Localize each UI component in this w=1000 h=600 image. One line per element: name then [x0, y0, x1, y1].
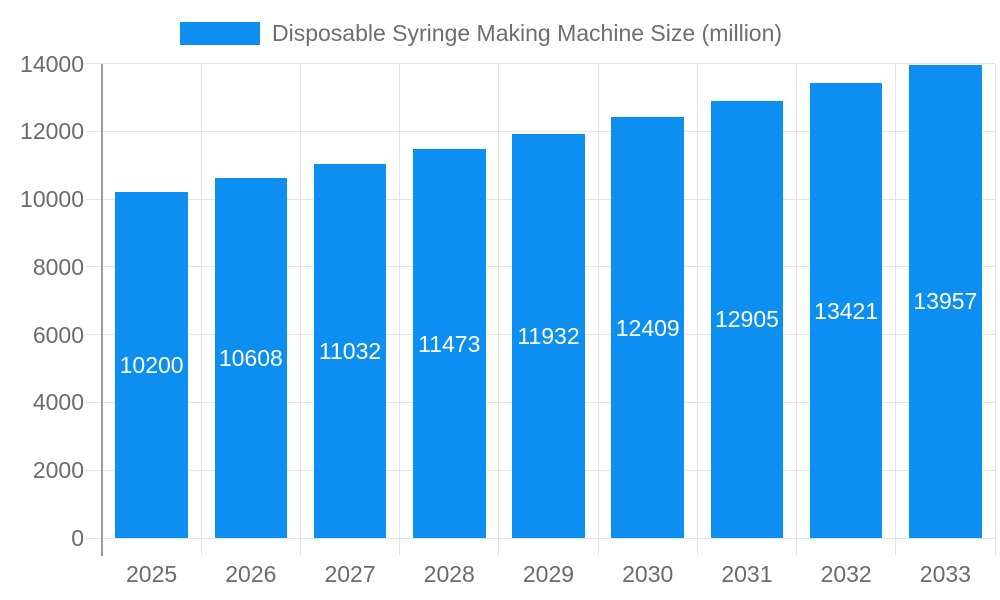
- grid-line-vertical: [994, 63, 996, 555]
- x-axis-tick-label: 2025: [126, 561, 178, 587]
- grid-line-vertical: [200, 63, 202, 555]
- bar-value-label: 13957: [913, 288, 978, 315]
- y-axis-tick-label: 14000: [20, 50, 84, 77]
- bar-value-label: 12905: [714, 306, 779, 333]
- grid-line-horizontal: [86, 63, 995, 64]
- bar[interactable]: [115, 192, 188, 538]
- x-axis-tick-label: 2030: [622, 561, 674, 587]
- x-axis-tick-label: 2033: [919, 561, 971, 587]
- grid-line-vertical: [895, 63, 897, 555]
- x-axis-tick-label: 2028: [423, 561, 475, 587]
- x-axis-tick-label: 2031: [721, 561, 773, 587]
- grid-line-vertical: [597, 63, 599, 555]
- y-axis-tick-label: 0: [71, 525, 84, 551]
- legend-label: Disposable Syringe Making Machine Size (…: [272, 20, 783, 46]
- legend[interactable]: Disposable Syringe Making Machine Size (…: [180, 20, 782, 47]
- bar[interactable]: [214, 178, 288, 538]
- bar-value-label: 11032: [318, 338, 382, 365]
- y-axis-tick-label: 4000: [32, 389, 84, 416]
- grid-line-vertical: [399, 63, 401, 555]
- bar[interactable]: [909, 64, 982, 538]
- bar-value-label: 12409: [615, 314, 680, 341]
- y-axis-tick-label: 10000: [20, 186, 84, 213]
- y-axis-tick-label: 6000: [32, 321, 84, 348]
- bar[interactable]: [710, 100, 784, 538]
- bar-value-label: 10608: [218, 345, 283, 372]
- y-axis-tick-label: 2000: [32, 457, 84, 484]
- grid-line-vertical: [498, 63, 500, 555]
- bar-value-label: 11932: [517, 322, 580, 349]
- bar[interactable]: [512, 133, 585, 538]
- bar-value-label: 13421: [814, 297, 879, 324]
- bar-value-label: 11473: [418, 330, 481, 357]
- y-axis-tick-label: 12000: [20, 118, 84, 145]
- bar[interactable]: [611, 117, 684, 538]
- x-axis-tick-label: 2032: [820, 561, 872, 587]
- bar[interactable]: [313, 164, 387, 538]
- x-axis-tick-label: 2027: [324, 561, 376, 587]
- grid-line-vertical: [796, 63, 798, 555]
- grid-line-vertical: [696, 63, 698, 555]
- bar[interactable]: [413, 149, 486, 538]
- legend-swatch: [180, 22, 260, 45]
- bar[interactable]: [809, 83, 883, 538]
- y-axis-tick-label: 8000: [32, 253, 84, 280]
- y-axis-line: [101, 63, 103, 556]
- grid-line-horizontal: [86, 130, 995, 132]
- grid-line-horizontal: [86, 537, 995, 539]
- grid-line-vertical: [299, 63, 301, 555]
- x-axis-tick-label: 2026: [225, 561, 277, 587]
- bar-value-label: 10200: [119, 352, 184, 379]
- x-axis-tick-label: 2029: [522, 561, 575, 587]
